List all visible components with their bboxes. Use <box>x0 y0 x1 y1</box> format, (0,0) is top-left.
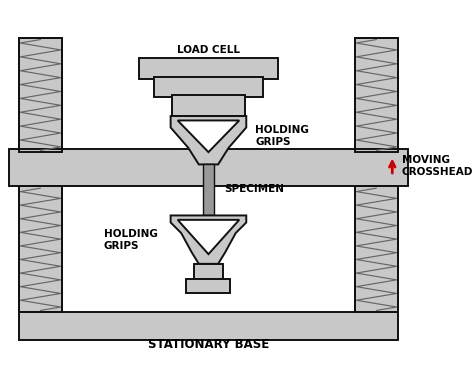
Text: MOVING
CROSSHEAD: MOVING CROSSHEAD <box>402 155 474 177</box>
Bar <box>19 38 62 152</box>
Bar <box>356 38 398 152</box>
Text: STATIONARY BASE: STATIONARY BASE <box>148 338 269 351</box>
Polygon shape <box>171 116 246 164</box>
Bar <box>356 38 398 152</box>
Bar <box>192 116 225 129</box>
Bar <box>19 312 398 340</box>
Text: SPECIMEN: SPECIMEN <box>224 184 284 194</box>
Bar <box>9 149 408 186</box>
Bar <box>194 264 222 279</box>
Bar <box>172 95 246 116</box>
Bar <box>154 77 263 97</box>
Text: HOLDING
GRIPS: HOLDING GRIPS <box>255 125 309 147</box>
Text: LOAD CELL: LOAD CELL <box>177 45 240 55</box>
Text: HOLDING
GRIPS: HOLDING GRIPS <box>104 229 158 251</box>
Polygon shape <box>178 121 239 152</box>
Bar <box>203 164 214 215</box>
Bar <box>19 186 62 312</box>
Bar <box>356 186 398 312</box>
Bar <box>186 279 230 293</box>
Bar <box>19 38 62 152</box>
Polygon shape <box>178 220 239 254</box>
Polygon shape <box>171 215 246 264</box>
Bar <box>19 186 62 312</box>
Bar <box>356 186 398 312</box>
Bar <box>139 58 278 79</box>
